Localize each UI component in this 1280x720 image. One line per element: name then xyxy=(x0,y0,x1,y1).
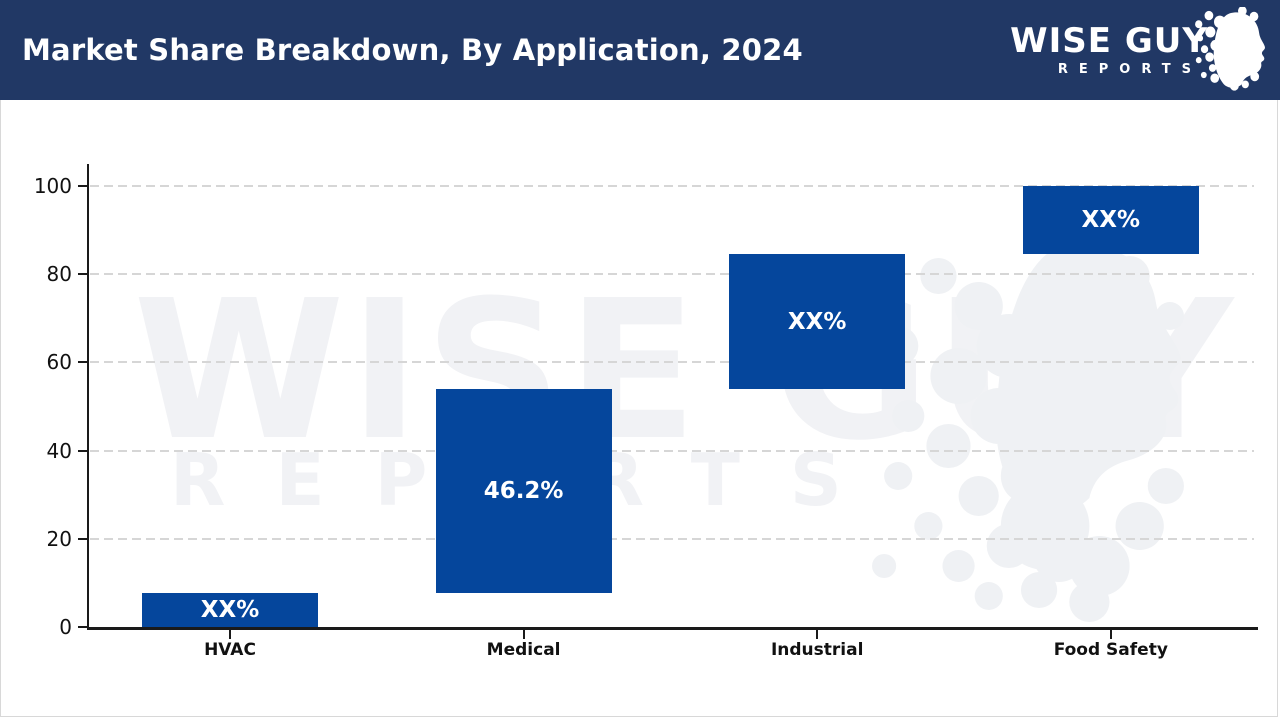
category-label-medical: Medical xyxy=(486,640,561,660)
gridline-100 xyxy=(90,185,1254,187)
y-axis-spine xyxy=(87,164,89,630)
brand-subtitle: REPORTS xyxy=(1057,62,1202,77)
y-tick-label: 80 xyxy=(46,262,72,287)
gridline-60 xyxy=(90,361,1254,364)
y-tick xyxy=(78,537,87,540)
chart-title: Market Share Breakdown, By Application, … xyxy=(22,33,803,67)
y-tick-label: 100 xyxy=(33,174,72,198)
bar-value-label: 46.2% xyxy=(483,478,564,505)
bar-value-label: XX% xyxy=(1081,206,1141,233)
gridline-80 xyxy=(90,273,1254,276)
bar-food-safety: XX% xyxy=(1022,186,1199,254)
bar-industrial: XX% xyxy=(729,253,906,390)
x-axis-spine xyxy=(87,627,1258,630)
y-tick xyxy=(78,185,87,187)
brand-face-icon xyxy=(1195,7,1265,91)
watermark-face-icon xyxy=(872,232,1184,622)
gridline-40 xyxy=(90,449,1254,452)
category-label-hvac: HVAC xyxy=(204,640,256,660)
y-tick-label: 0 xyxy=(59,615,72,639)
y-tick xyxy=(78,449,87,452)
y-tick xyxy=(78,626,87,628)
gridline-20 xyxy=(90,537,1254,540)
brand-name: WISE GUY xyxy=(1010,21,1208,61)
y-tick xyxy=(78,273,87,276)
y-tick-label: 40 xyxy=(46,438,72,463)
x-tick xyxy=(522,630,525,639)
y-tick-label: 60 xyxy=(46,350,72,375)
x-tick xyxy=(816,630,819,639)
header-bar: Market Share Breakdown, By Application, … xyxy=(0,0,1280,100)
category-label-food-safety: Food Safety xyxy=(1053,640,1168,660)
bar-medical: 46.2% xyxy=(435,389,612,594)
y-tick xyxy=(78,361,87,364)
bar-value-label: XX% xyxy=(787,308,847,335)
x-tick xyxy=(229,630,231,639)
brand-logo: WISE GUY REPORTS xyxy=(1004,0,1272,100)
y-tick-label: 20 xyxy=(46,526,72,551)
bar-value-label: XX% xyxy=(200,597,260,623)
category-label-industrial: Industrial xyxy=(770,640,864,660)
x-tick xyxy=(1109,630,1112,639)
bar-hvac: XX% xyxy=(142,593,318,627)
